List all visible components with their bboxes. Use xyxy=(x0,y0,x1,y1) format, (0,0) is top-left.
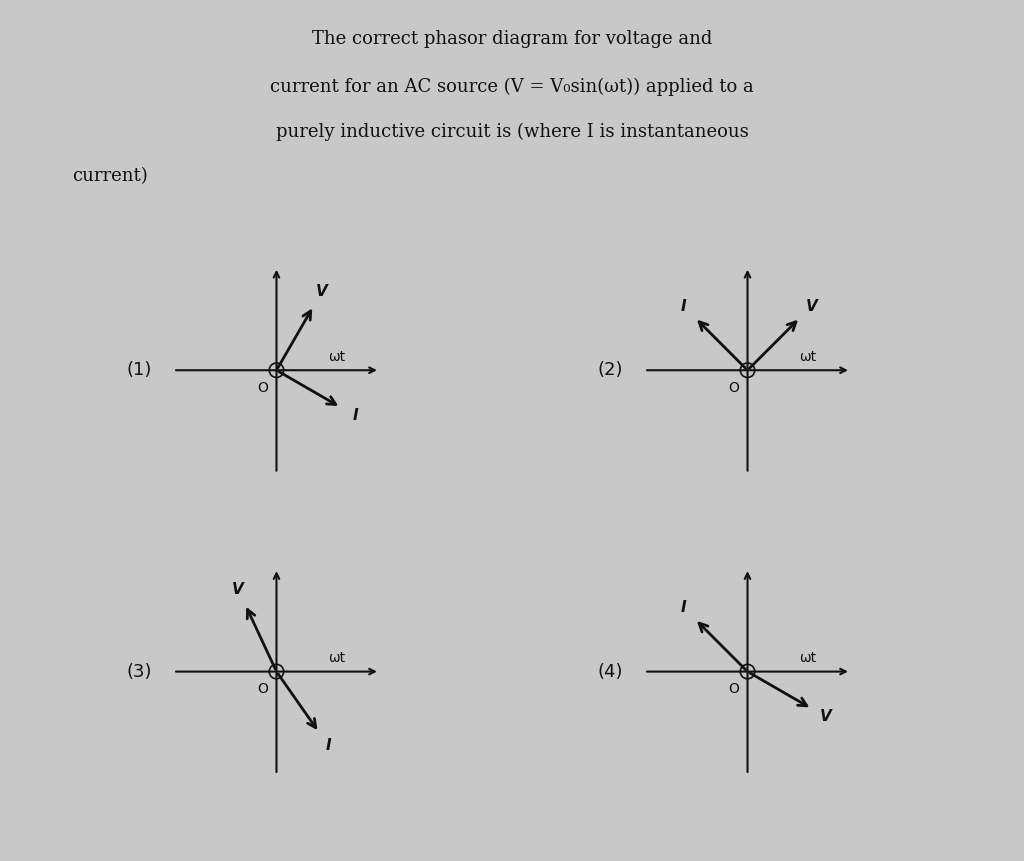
Text: current for an AC source (V = V₀sin(ωt)) applied to a: current for an AC source (V = V₀sin(ωt))… xyxy=(270,77,754,96)
Text: O: O xyxy=(258,381,268,395)
Text: V: V xyxy=(232,582,244,597)
Text: purely inductive circuit is (where I is instantaneous: purely inductive circuit is (where I is … xyxy=(275,122,749,140)
Text: I: I xyxy=(681,600,686,615)
Text: (3): (3) xyxy=(127,663,153,680)
Text: O: O xyxy=(729,381,739,395)
Text: ωt: ωt xyxy=(799,350,816,364)
Text: I: I xyxy=(352,408,358,423)
Text: (1): (1) xyxy=(127,362,152,379)
Text: O: O xyxy=(729,682,739,697)
Text: V: V xyxy=(820,709,831,724)
Text: (2): (2) xyxy=(598,362,624,379)
Text: (4): (4) xyxy=(598,663,624,680)
Text: I: I xyxy=(326,739,332,753)
Text: O: O xyxy=(258,682,268,697)
Text: current): current) xyxy=(72,167,147,185)
Text: V: V xyxy=(806,299,817,313)
Text: The correct phasor diagram for voltage and: The correct phasor diagram for voltage a… xyxy=(312,30,712,48)
Text: V: V xyxy=(316,284,328,299)
Text: ωt: ωt xyxy=(799,651,816,666)
Text: ωt: ωt xyxy=(328,350,345,364)
Text: I: I xyxy=(681,299,686,313)
Text: ωt: ωt xyxy=(328,651,345,666)
